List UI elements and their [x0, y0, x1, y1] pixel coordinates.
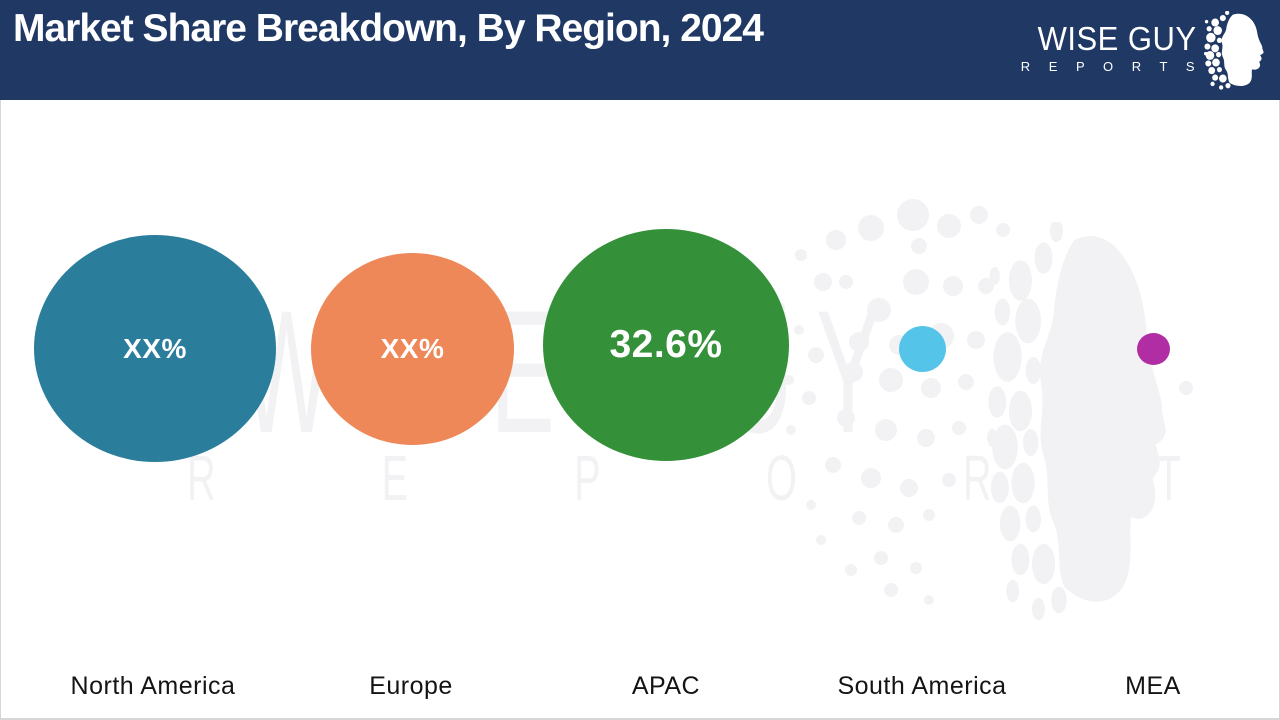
category-label-north-america: North America	[70, 672, 236, 700]
bubble-value-north-america: XX%	[123, 332, 187, 364]
logo-subtitle: R E P O R T S	[1020, 59, 1202, 74]
bubble-south-america	[899, 326, 946, 372]
watermark-face	[987, 222, 1166, 621]
page-title: Market Share Breakdown, By Region, 2024	[13, 7, 764, 50]
header: Market Share Breakdown, By Region, 2024 …	[0, 0, 1280, 100]
bubble-value-europe: XX%	[380, 333, 445, 364]
watermark-subtitle: R E P O R T S	[187, 442, 1279, 514]
logo-text: WISE GUY R E P O R T S	[1021, 20, 1202, 74]
bubble-value-apac: 32.6%	[609, 323, 723, 366]
category-label-mea: MEA	[1125, 672, 1181, 700]
bubble-europe: XX%	[311, 253, 514, 445]
wise-guy-face-icon	[1204, 11, 1264, 90]
category-label-europe: Europe	[369, 672, 453, 700]
bubble-apac: 32.6%	[543, 229, 789, 461]
bubble-mea	[1137, 333, 1170, 365]
category-label-apac: APAC	[631, 672, 701, 700]
category-label-south-america: South America	[837, 672, 1007, 700]
wise-guy-logo: WISE GUY R E P O R T S	[1021, 6, 1264, 96]
logo-wordmark: WISE GUY	[1037, 20, 1197, 57]
bubble-north-america: XX%	[34, 235, 276, 462]
bubble-chart: WISE GUY R E P O R T S	[0, 100, 1280, 720]
